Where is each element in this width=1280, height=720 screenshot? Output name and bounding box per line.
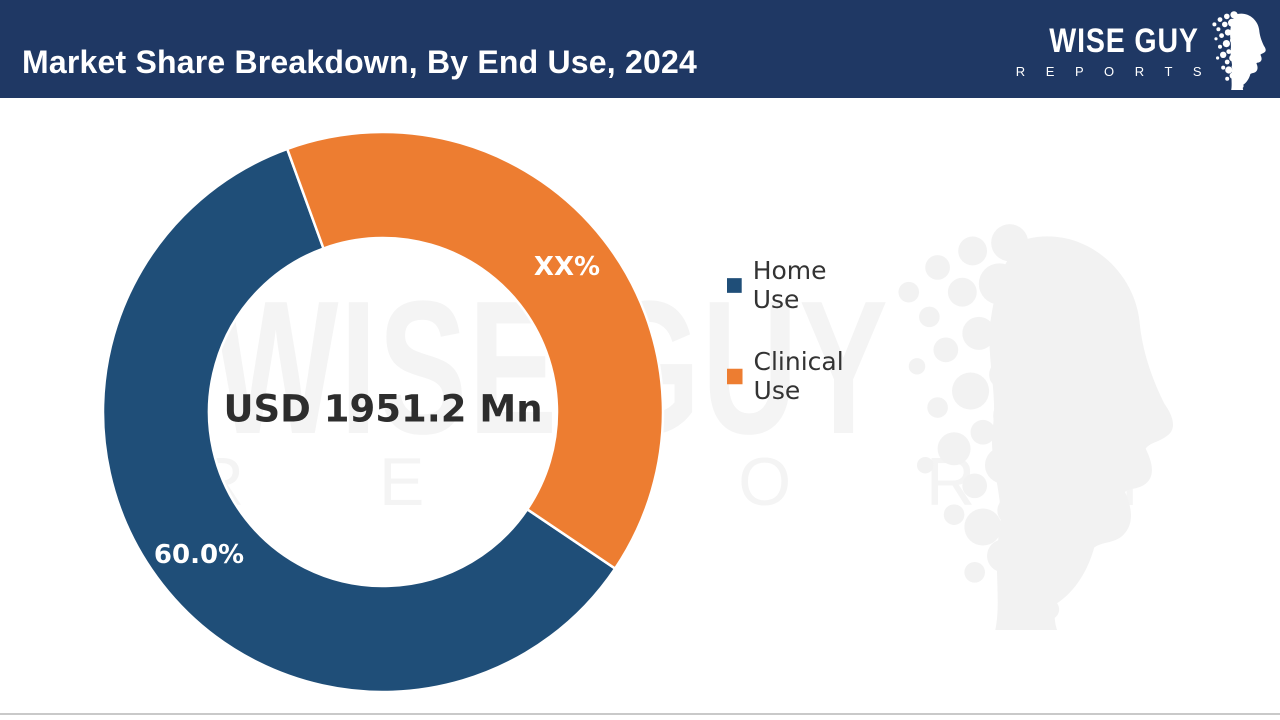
slice-clinical-use — [285, 130, 665, 570]
header-bar: Market Share Breakdown, By End Use, 2024… — [0, 0, 1280, 98]
legend-label-home-use: Home Use — [752, 256, 827, 314]
home-use-percent-label: 60.0% — [154, 540, 244, 570]
clinical-use-percent-label: XX% — [534, 252, 600, 282]
legend-swatch-clinical-use — [727, 368, 743, 384]
logo-brand-text: WISE GUY — [1048, 22, 1199, 60]
logo-text-block: WISE GUY R E P O R T S — [1016, 22, 1202, 79]
slice-home-use — [101, 147, 617, 694]
page-title: Market Share Breakdown, By End Use, 2024 — [22, 44, 697, 80]
wiseguy-logo: WISE GUY R E P O R T S — [1010, 6, 1270, 94]
logo-reports-text: R E P O R T S — [1015, 64, 1210, 79]
bottom-divider — [0, 713, 1280, 715]
chart-center-value: USD 1951.2 Mn — [223, 388, 542, 431]
legend-label-clinical-use: Clinical Use — [753, 347, 844, 405]
legend-swatch-home-use — [727, 277, 742, 293]
logo-face-icon — [1204, 10, 1268, 90]
legend-item-home-use: Home Use — [727, 256, 835, 314]
legend-item-clinical-use: Clinical Use — [727, 347, 851, 405]
